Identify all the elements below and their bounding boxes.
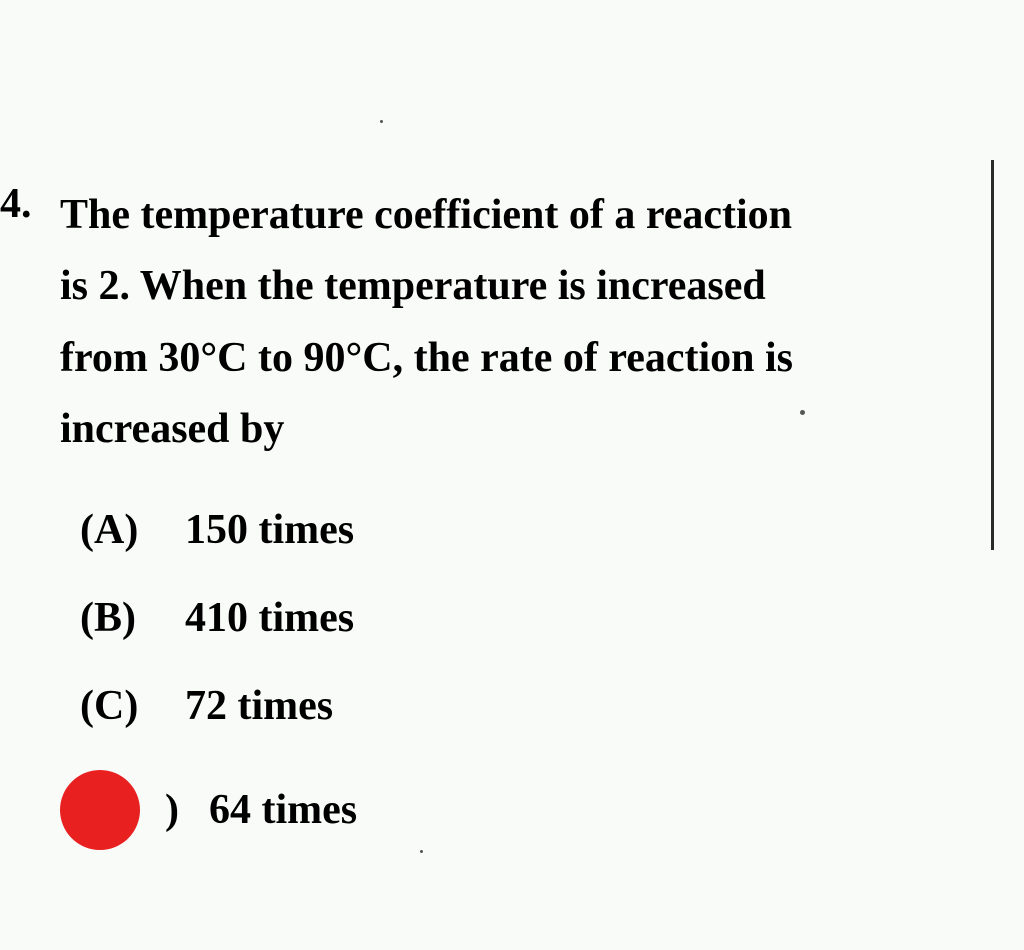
selected-marker-icon bbox=[60, 770, 140, 850]
option-c-text: 72 times bbox=[185, 682, 333, 730]
question-number: 4. bbox=[0, 180, 32, 228]
noise-speck bbox=[420, 850, 423, 853]
option-b[interactable]: (B) 410 times bbox=[80, 594, 934, 642]
question-line-4: increased by bbox=[60, 406, 284, 452]
question-block: 4. The temperature coefficient of a reac… bbox=[0, 180, 984, 850]
option-a[interactable]: (A) 150 times bbox=[80, 506, 934, 554]
option-b-label: (B) bbox=[80, 594, 150, 642]
option-a-label: (A) bbox=[80, 506, 150, 554]
option-d[interactable]: ) 64 times bbox=[80, 770, 934, 850]
document-page: 4. The temperature coefficient of a reac… bbox=[0, 0, 1024, 850]
option-b-text: 410 times bbox=[185, 594, 354, 642]
question-line-1: The temperature coefficient of a reactio… bbox=[60, 192, 792, 238]
question-line-3: from 30°C to 90°C, the rate of reaction … bbox=[60, 335, 793, 381]
option-d-label: ) bbox=[165, 786, 179, 834]
option-c-label: (C) bbox=[80, 682, 150, 730]
option-c[interactable]: (C) 72 times bbox=[80, 682, 934, 730]
options-list: (A) 150 times (B) 410 times (C) 72 times… bbox=[60, 506, 934, 850]
question-stem: The temperature coefficient of a reactio… bbox=[60, 180, 934, 466]
question-line-2: is 2. When the temperature is increased bbox=[60, 263, 766, 309]
option-a-text: 150 times bbox=[185, 506, 354, 554]
option-d-text: 64 times bbox=[209, 786, 357, 834]
